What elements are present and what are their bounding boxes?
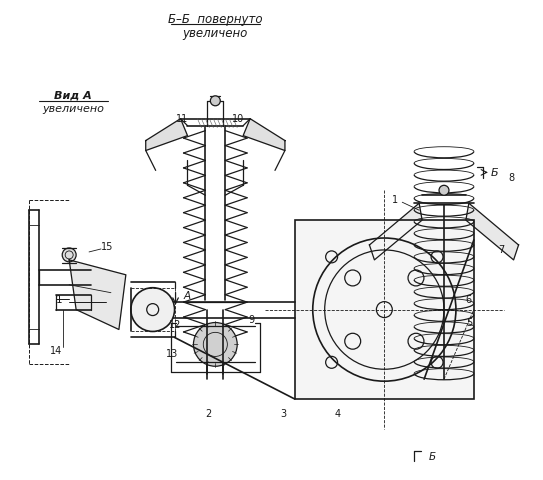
Text: 5: 5: [466, 317, 472, 327]
Text: увеличено: увеличено: [42, 104, 104, 114]
Circle shape: [62, 248, 76, 262]
Text: Б: Б: [491, 168, 498, 179]
Text: 7: 7: [498, 245, 505, 255]
Text: 2: 2: [205, 409, 212, 419]
Text: А: А: [184, 291, 191, 300]
Polygon shape: [243, 119, 285, 151]
Circle shape: [439, 185, 449, 195]
Text: 4: 4: [334, 409, 341, 419]
Text: 15: 15: [101, 242, 113, 252]
Text: 9: 9: [248, 314, 254, 324]
Text: увеличено: увеличено: [182, 27, 248, 40]
Text: 12: 12: [168, 320, 181, 329]
Text: 14: 14: [50, 347, 62, 356]
Text: Вид А: Вид А: [54, 91, 92, 101]
Polygon shape: [369, 203, 422, 260]
Polygon shape: [69, 260, 126, 329]
Circle shape: [193, 323, 237, 366]
Text: Б–Б  повернуто: Б–Б повернуто: [168, 13, 263, 26]
Text: 11: 11: [175, 114, 188, 124]
Bar: [295, 220, 474, 399]
Text: 8: 8: [509, 173, 515, 183]
Circle shape: [210, 96, 220, 106]
Text: 10: 10: [232, 114, 244, 124]
Text: Б: Б: [429, 452, 436, 462]
Polygon shape: [466, 203, 519, 260]
Text: 3: 3: [280, 409, 286, 419]
Text: 1: 1: [392, 195, 399, 205]
Circle shape: [131, 288, 174, 332]
Polygon shape: [146, 119, 187, 151]
Text: 1: 1: [56, 295, 63, 305]
Text: 13: 13: [166, 349, 178, 360]
Text: 6: 6: [466, 295, 472, 305]
